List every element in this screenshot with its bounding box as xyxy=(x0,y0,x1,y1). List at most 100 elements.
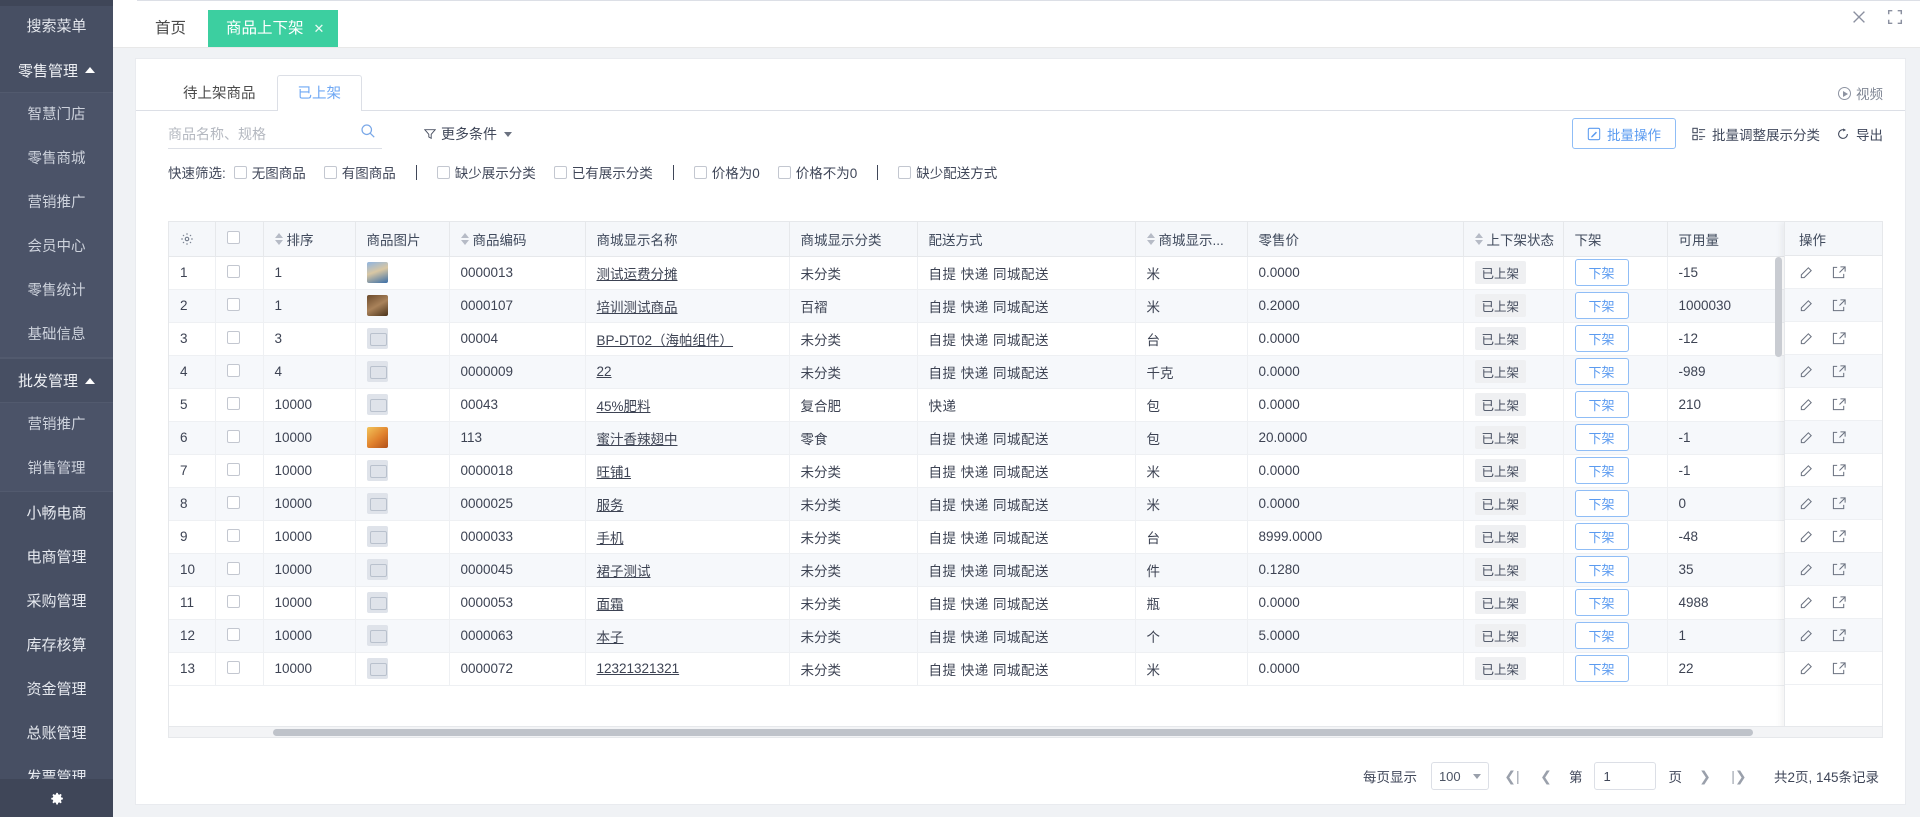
product-thumbnail-icon[interactable] xyxy=(366,493,388,514)
search-icon[interactable] xyxy=(360,123,376,139)
row-checkbox-cell[interactable] xyxy=(215,322,264,356)
checkbox-icon[interactable] xyxy=(226,363,240,377)
product-name-link[interactable]: 45%肥料 xyxy=(596,398,651,414)
sidebar-item-member-center[interactable]: 会员中心 xyxy=(27,239,86,255)
product-name-link[interactable]: 旺铺1 xyxy=(596,464,632,480)
cell-offshelf-action[interactable]: 下架 xyxy=(1563,388,1668,422)
checkbox-icon[interactable] xyxy=(226,429,240,443)
column-sort[interactable]: 排序 xyxy=(263,222,356,257)
vertical-scrollbar[interactable] xyxy=(1775,257,1782,357)
sidebar-group-wholesale[interactable]: 批发管理 xyxy=(0,358,113,402)
share-icon[interactable] xyxy=(1832,298,1847,313)
edit-icon[interactable] xyxy=(1799,397,1814,412)
table-row[interactable]: 12 10000 0000063 本子 未分类 自提 快递 同城配送个 5.0000 已上架 下… xyxy=(169,619,1882,653)
sort-arrows-icon[interactable] xyxy=(274,232,283,245)
cell-offshelf-action[interactable]: 下架 xyxy=(1563,520,1668,554)
sidebar-item-purchase-management[interactable]: 采购管理 xyxy=(26,593,87,610)
share-icon[interactable] xyxy=(1832,661,1847,676)
quick-filter-price-nonzero[interactable]: 价格不为0 xyxy=(777,162,857,182)
row-checkbox-cell[interactable] xyxy=(215,586,264,620)
batch-adjust-category-button[interactable]: 批量调整展示分类 xyxy=(1692,124,1820,144)
product-name-link[interactable]: 面霜 xyxy=(596,596,624,612)
checkbox-icon[interactable] xyxy=(553,165,567,179)
table-row[interactable]: 8 10000 0000025 服务 未分类 自提 快递 同城配送米 0.0000 已上架 下架… xyxy=(169,487,1882,521)
tab-home[interactable]: 首页 xyxy=(133,10,208,47)
cell-offshelf-action[interactable]: 下架 xyxy=(1563,652,1668,686)
per-page-select[interactable]: 100 xyxy=(1430,762,1489,790)
checkbox-icon[interactable] xyxy=(693,165,707,179)
product-thumbnail-icon[interactable] xyxy=(366,361,388,382)
video-help-link[interactable]: 视频 xyxy=(1838,83,1883,103)
product-thumbnail-icon[interactable] xyxy=(366,262,388,283)
product-name-link[interactable]: 手机 xyxy=(596,530,624,546)
cell-offshelf-action[interactable]: 下架 xyxy=(1563,289,1668,323)
product-thumbnail-icon[interactable] xyxy=(366,460,388,481)
tab-pending-shelf[interactable]: 待上架商品 xyxy=(183,86,256,102)
sidebar-item-ledger-management[interactable]: 总账管理 xyxy=(26,725,87,742)
quick-filter-price-zero[interactable]: 价格为0 xyxy=(693,162,760,182)
product-name-link[interactable]: 裙子测试 xyxy=(596,563,651,579)
cell-product-image[interactable] xyxy=(355,652,450,686)
cell-mall-name[interactable]: 测试运费分摊 xyxy=(585,256,790,290)
product-thumbnail-icon[interactable] xyxy=(366,427,388,448)
checkbox-icon[interactable] xyxy=(233,165,247,179)
checkbox-icon[interactable] xyxy=(226,264,240,278)
edit-icon[interactable] xyxy=(1799,562,1814,577)
sidebar-item-fund-management[interactable]: 资金管理 xyxy=(26,681,87,698)
quick-filter-has-category[interactable]: 已有展示分类 xyxy=(553,162,653,182)
offshelf-button[interactable]: 下架 xyxy=(1574,490,1629,517)
checkbox-icon[interactable] xyxy=(226,528,240,542)
checkbox-icon[interactable] xyxy=(226,230,240,244)
offshelf-button[interactable]: 下架 xyxy=(1574,292,1629,319)
product-name-link[interactable]: BP-DT02（海帕组件） xyxy=(596,332,734,348)
edit-icon[interactable] xyxy=(1799,628,1814,643)
product-thumbnail-icon[interactable] xyxy=(366,328,388,349)
row-checkbox-cell[interactable] xyxy=(215,487,264,521)
product-thumbnail-icon[interactable] xyxy=(366,559,388,580)
offshelf-button[interactable]: 下架 xyxy=(1574,655,1629,682)
sidebar-item-xiaochang-ecommerce[interactable]: 小畅电商 xyxy=(26,505,87,522)
close-icon[interactable]: ✕ xyxy=(313,21,325,36)
cell-product-image[interactable] xyxy=(355,421,450,455)
share-icon[interactable] xyxy=(1832,364,1847,379)
cell-mall-name[interactable]: 裙子测试 xyxy=(585,553,790,587)
share-icon[interactable] xyxy=(1832,397,1847,412)
checkbox-icon[interactable] xyxy=(226,660,240,674)
product-name-link[interactable]: 测试运费分摊 xyxy=(596,266,678,282)
product-thumbnail-icon[interactable] xyxy=(366,658,388,679)
column-settings[interactable] xyxy=(169,222,216,257)
product-name-link[interactable]: 本子 xyxy=(596,629,624,645)
cell-product-image[interactable] xyxy=(355,487,450,521)
edit-icon[interactable] xyxy=(1799,595,1814,610)
sort-arrows-icon[interactable] xyxy=(1146,232,1155,245)
cell-mall-name[interactable]: BP-DT02（海帕组件） xyxy=(585,322,790,356)
cell-mall-name[interactable]: 本子 xyxy=(585,619,790,653)
product-name-link[interactable]: 培训测试商品 xyxy=(596,299,678,315)
tab-on-shelf[interactable]: 已上架 xyxy=(276,75,362,111)
share-icon[interactable] xyxy=(1832,496,1847,511)
product-name-link[interactable]: 蜜汁香辣翅中 xyxy=(596,431,678,447)
first-page-button[interactable]: ❮| xyxy=(1504,767,1520,784)
offshelf-button[interactable]: 下架 xyxy=(1574,556,1629,583)
edit-icon[interactable] xyxy=(1799,496,1814,511)
row-checkbox-cell[interactable] xyxy=(215,421,264,455)
edit-icon[interactable] xyxy=(1799,529,1814,544)
edit-icon[interactable] xyxy=(1799,265,1814,280)
cell-product-image[interactable] xyxy=(355,256,450,290)
horizontal-scrollbar-track[interactable] xyxy=(169,726,1882,737)
offshelf-button[interactable]: 下架 xyxy=(1574,325,1629,352)
edit-icon[interactable] xyxy=(1799,430,1814,445)
checkbox-icon[interactable] xyxy=(226,561,240,575)
quick-filter-no-image[interactable]: 无图商品 xyxy=(233,162,306,182)
checkbox-icon[interactable] xyxy=(226,594,240,608)
checkbox-icon[interactable] xyxy=(226,627,240,641)
sidebar-item-retail-mall[interactable]: 零售商城 xyxy=(27,151,86,167)
cell-product-image[interactable] xyxy=(355,322,450,356)
table-row[interactable]: 10 10000 0000045 裙子测试 未分类 自提 快递 同城配送件 0.1280 已上… xyxy=(169,553,1882,587)
fullscreen-icon[interactable] xyxy=(1886,8,1904,26)
prev-page-button[interactable]: ❮ xyxy=(1540,767,1552,784)
edit-icon[interactable] xyxy=(1799,331,1814,346)
row-checkbox-cell[interactable] xyxy=(215,652,264,686)
edit-icon[interactable] xyxy=(1799,298,1814,313)
